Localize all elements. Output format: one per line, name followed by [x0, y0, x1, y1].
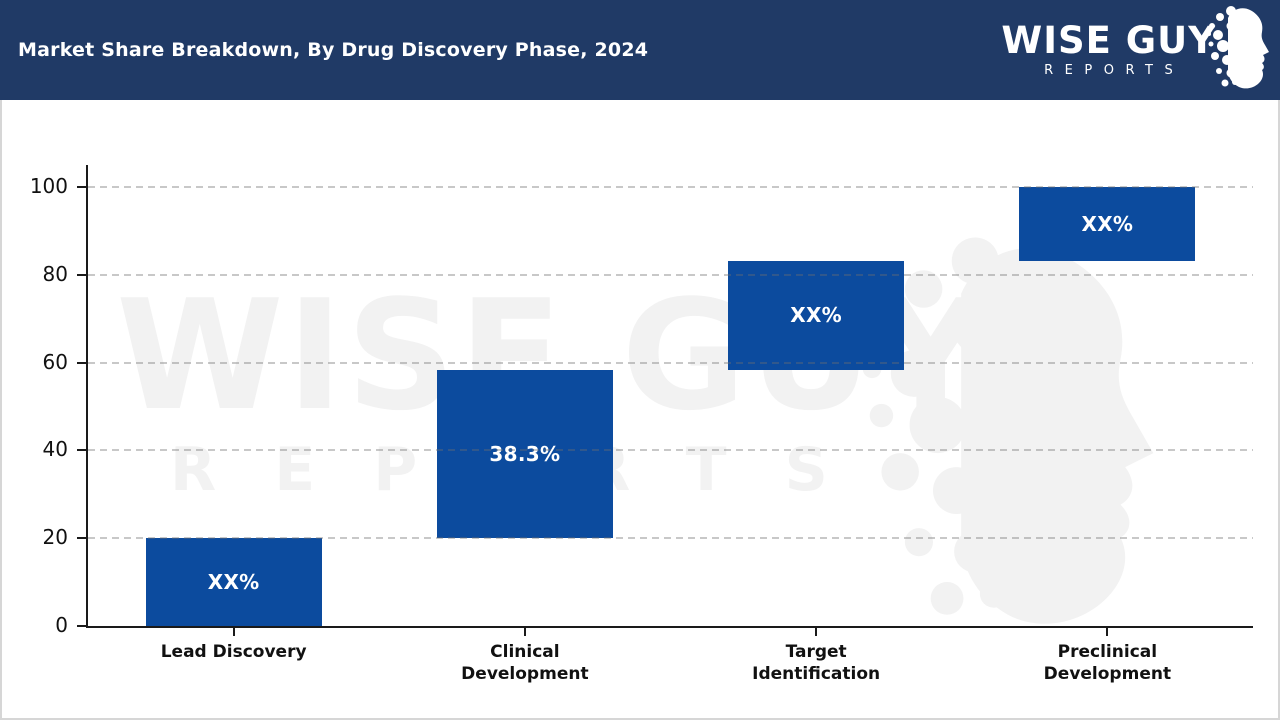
x-tick-mark	[1106, 628, 1109, 636]
header-bar: Market Share Breakdown, By Drug Discover…	[0, 0, 1280, 100]
x-axis-spine	[86, 626, 1253, 628]
gridline	[88, 361, 1253, 364]
bar-segment: 38.3%	[436, 370, 613, 539]
bar-segment: XX%	[1019, 187, 1196, 261]
gridline	[88, 273, 1253, 276]
y-tick-mark	[77, 273, 86, 276]
y-tick-label: 60	[42, 349, 68, 374]
category-label: Clinical Development	[461, 642, 589, 684]
x-tick-mark	[232, 628, 235, 636]
page-title: Market Share Breakdown, By Drug Discover…	[18, 39, 649, 61]
plot-area: 0 20 40 60 80 100 XX% 38.3% XX% XX% Lead Discove…	[30, 165, 1253, 684]
y-tick-mark	[77, 449, 86, 452]
bar-value-label: XX%	[207, 570, 260, 595]
watermark-face-icon	[858, 228, 1158, 654]
logo-face-icon	[1206, 4, 1270, 98]
logo-wordmark: WISE GUY	[1001, 19, 1216, 62]
x-tick-mark	[523, 628, 526, 636]
gridline	[88, 537, 1253, 540]
y-tick-label: 80	[42, 261, 68, 286]
brand-logo-text: WISE GUY REPORTS	[1001, 22, 1216, 78]
y-tick-mark	[77, 361, 86, 364]
brand-logo: WISE GUY REPORTS	[1001, 2, 1280, 98]
y-tick-mark	[77, 186, 86, 188]
content-frame	[0, 100, 1280, 720]
gridline	[88, 449, 1253, 452]
y-tick-label: 20	[42, 525, 68, 550]
y-tick-label: 0	[55, 613, 68, 637]
gridline	[88, 186, 1253, 188]
bar-value-label: XX%	[1081, 211, 1134, 236]
y-axis-spine	[86, 165, 88, 628]
y-tick-mark	[77, 537, 86, 540]
category-label: Lead Discovery	[160, 642, 307, 662]
category-label: Target Identification	[752, 642, 881, 684]
logo-subtitle: REPORTS	[1044, 63, 1185, 78]
bar-value-label: XX%	[790, 303, 843, 328]
y-tick-label: 40	[42, 437, 68, 462]
y-tick-mark	[77, 625, 86, 627]
y-tick-label: 100	[29, 174, 68, 198]
category-label: Preclinical Development	[1043, 642, 1172, 684]
bar-value-label: 38.3%	[489, 442, 561, 467]
x-tick-mark	[815, 628, 818, 636]
bar-segment: XX%	[728, 260, 905, 371]
bar-segment: XX%	[145, 538, 322, 626]
